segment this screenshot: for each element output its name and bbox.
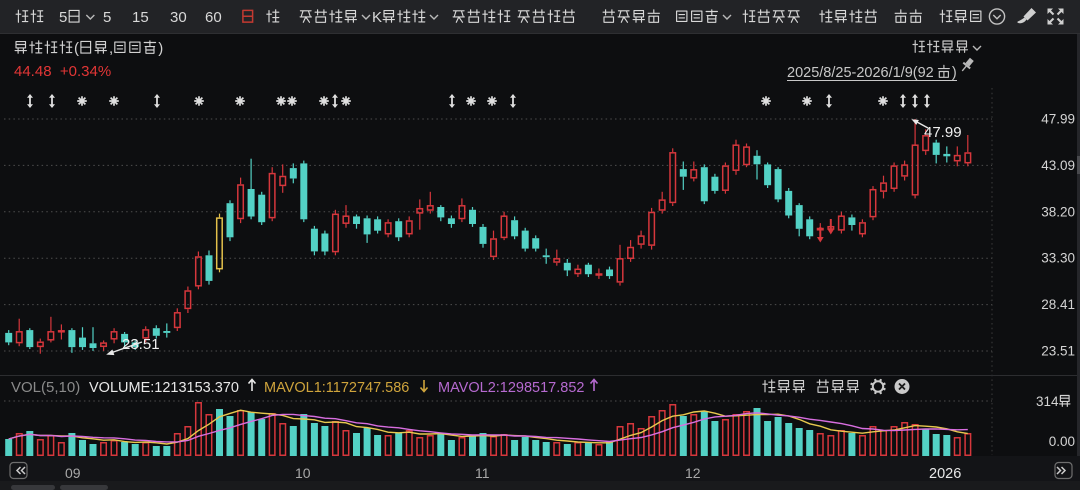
svg-text:10: 10 — [295, 465, 311, 481]
svg-text:23.51: 23.51 — [1041, 344, 1075, 359]
svg-text:VOL(5,10): VOL(5,10) — [11, 379, 80, 396]
svg-text:28.41: 28.41 — [1041, 297, 1075, 312]
svg-text:2025/8/25-2026/1/9(92: 2025/8/25-2026/1/9(92 — [787, 65, 934, 81]
svg-text:0.00: 0.00 — [1049, 434, 1075, 449]
svg-text:60: 60 — [205, 9, 222, 26]
svg-text:,: , — [109, 40, 113, 57]
svg-text:): ) — [158, 40, 163, 57]
svg-text:23.51: 23.51 — [122, 336, 160, 353]
svg-text:09: 09 — [65, 465, 81, 481]
svg-text:44.48: 44.48 — [14, 63, 52, 80]
svg-text:VOLUME:1213153.370: VOLUME:1213153.370 — [89, 380, 239, 396]
svg-text:K: K — [372, 9, 382, 26]
svg-text:2026: 2026 — [929, 466, 961, 482]
svg-text:47.99: 47.99 — [924, 124, 962, 141]
svg-text:43.09: 43.09 — [1041, 158, 1075, 173]
svg-text:314: 314 — [1036, 394, 1059, 409]
svg-text:11: 11 — [475, 465, 490, 481]
svg-text:38.20: 38.20 — [1041, 204, 1075, 219]
svg-text:47.99: 47.99 — [1041, 112, 1075, 127]
svg-text:12: 12 — [685, 465, 701, 481]
svg-text:): ) — [952, 65, 957, 81]
svg-text:+0.34%: +0.34% — [60, 63, 111, 80]
svg-text:33.30: 33.30 — [1041, 251, 1075, 266]
svg-text:MAVOL2:1298517.852: MAVOL2:1298517.852 — [438, 380, 584, 396]
svg-text:5: 5 — [103, 9, 111, 26]
svg-text:MAVOL1:1172747.586: MAVOL1:1172747.586 — [264, 380, 409, 396]
svg-text:30: 30 — [170, 9, 187, 26]
svg-text:(: ( — [74, 40, 79, 57]
svg-text:5: 5 — [59, 9, 67, 26]
svg-text:15: 15 — [132, 9, 149, 26]
